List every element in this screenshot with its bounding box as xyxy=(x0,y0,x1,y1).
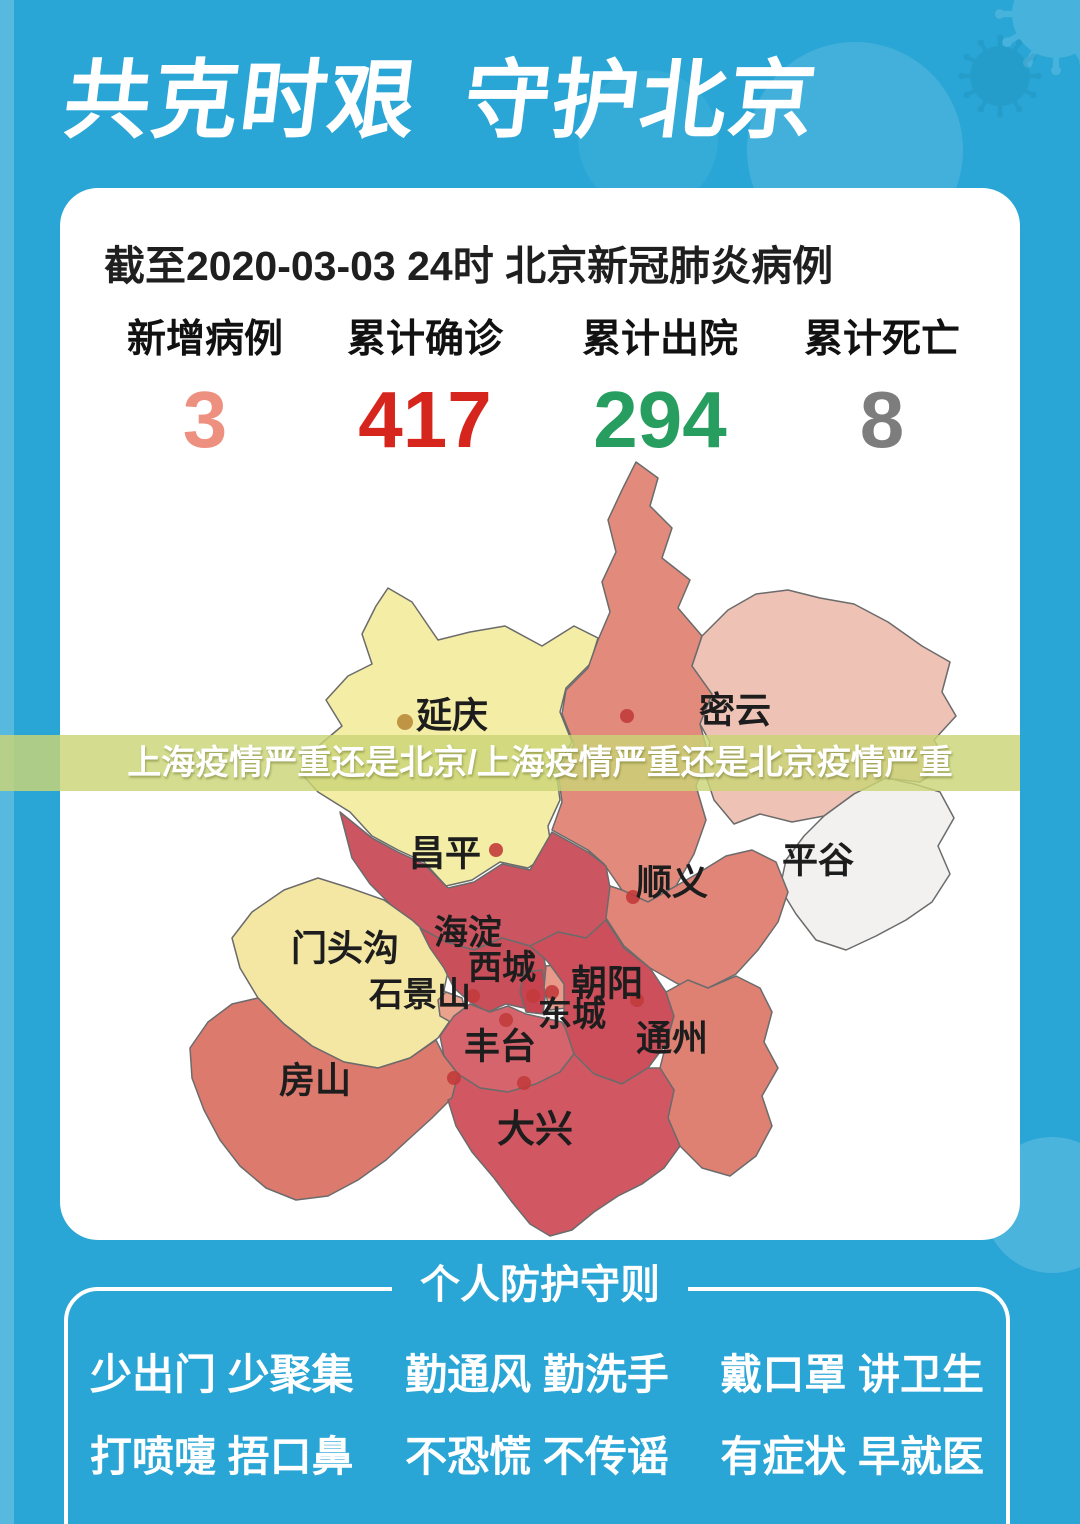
protection-rules-title: 个人防护守则 xyxy=(392,1262,688,1308)
protection-rules-row: 少出门 少聚集 勤通风 勤洗手 戴口罩 讲卫生 xyxy=(76,1340,998,1402)
stat-value: 3 xyxy=(182,375,228,464)
protection-rules-box xyxy=(64,1287,1010,1524)
stat-value: 8 xyxy=(859,375,905,464)
stat-label: 新增病例 xyxy=(126,318,283,361)
stat-new-cases: 新增病例 3 xyxy=(85,308,325,462)
rule-tip: 有症状 早就医 xyxy=(720,1432,984,1480)
stat-label: 累计死亡 xyxy=(803,318,960,361)
protection-rules-title-wrap: 个人防护守则 xyxy=(0,1262,1080,1308)
rule-tip: 勤通风 勤洗手 xyxy=(405,1350,669,1398)
rule-tip: 不恐慌 不传谣 xyxy=(405,1432,669,1480)
overlay-banner-text: 上海疫情严重还是北京/上海疫情严重还是北京疫情严重 xyxy=(127,744,953,782)
stat-value: 294 xyxy=(593,375,727,464)
rule-tip: 少出门 少聚集 xyxy=(90,1350,354,1398)
stat-value: 417 xyxy=(358,375,492,464)
stat-label: 累计出院 xyxy=(581,318,738,361)
rule-tip: 戴口罩 讲卫生 xyxy=(720,1350,984,1398)
stat-label: 累计确诊 xyxy=(346,318,503,361)
stat-total-confirmed: 累计确诊 417 xyxy=(305,308,545,462)
stats-card-title: 截至2020-03-03 24时 北京新冠肺炎病例 xyxy=(104,243,834,289)
stat-total-deaths: 累计死亡 8 xyxy=(762,308,1002,462)
protection-rules-row: 打喷嚏 捂口鼻 不恐慌 不传谣 有症状 早就医 xyxy=(76,1422,998,1484)
stat-total-discharged: 累计出院 294 xyxy=(540,308,780,462)
rule-tip: 打喷嚏 捂口鼻 xyxy=(90,1432,354,1480)
page-title: 共克时艰 守护北京 xyxy=(58,53,823,149)
virus-spike-tip xyxy=(994,9,1005,19)
virus-spike-tip xyxy=(1051,65,1061,76)
